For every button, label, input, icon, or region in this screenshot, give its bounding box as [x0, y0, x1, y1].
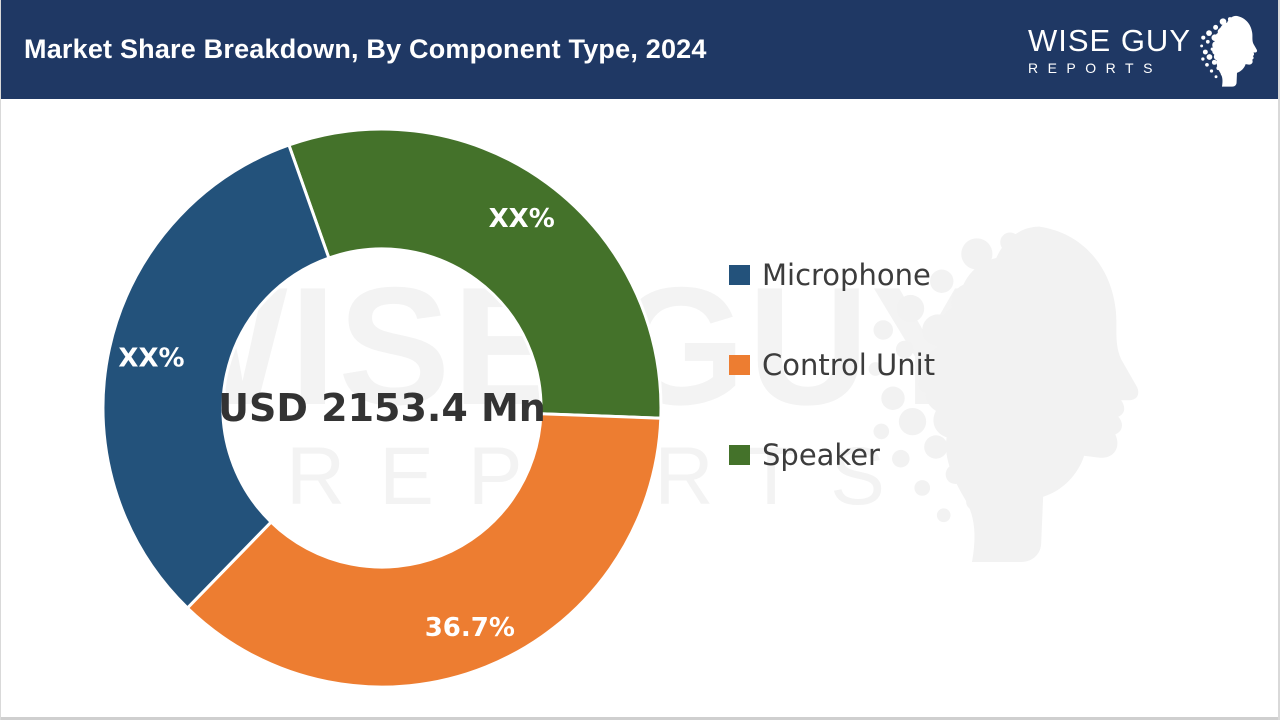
brand-logo: WISE GUY REPORTS: [1028, 13, 1263, 87]
brand-subtitle: REPORTS: [1027, 59, 1162, 76]
brand-logo-text: WISE GUY REPORTS: [1027, 22, 1191, 76]
legend-label: Microphone: [762, 258, 931, 292]
legend-swatch-control-unit: [729, 355, 750, 375]
legend-swatch-speaker: [729, 445, 750, 465]
bottom-border: [1, 717, 1278, 720]
slice-label-speaker: XX%: [489, 204, 555, 234]
slice-speaker[interactable]: [286, 127, 663, 420]
legend-item-speaker[interactable]: Speaker: [729, 438, 935, 472]
header-bar: Market Share Breakdown, By Component Typ…: [1, 0, 1278, 99]
legend-item-microphone[interactable]: Microphone: [729, 258, 935, 292]
legend-label: Speaker: [762, 438, 880, 472]
slice-label-control-unit: 36.7%: [425, 613, 515, 643]
legend: Microphone Control Unit Speaker: [729, 258, 935, 528]
slice-control-unit[interactable]: [185, 412, 663, 689]
slice-label-microphone: XX%: [118, 344, 184, 374]
slice-microphone[interactable]: [101, 143, 331, 611]
chart-center-value: USD 2153.4 Mn: [218, 386, 546, 430]
page-title: Market Share Breakdown, By Component Typ…: [24, 34, 707, 64]
legend-swatch-microphone: [729, 265, 750, 285]
brand-name: WISE GUY: [1027, 22, 1191, 58]
legend-item-control-unit[interactable]: Control Unit: [729, 348, 935, 382]
legend-label: Control Unit: [762, 348, 936, 382]
